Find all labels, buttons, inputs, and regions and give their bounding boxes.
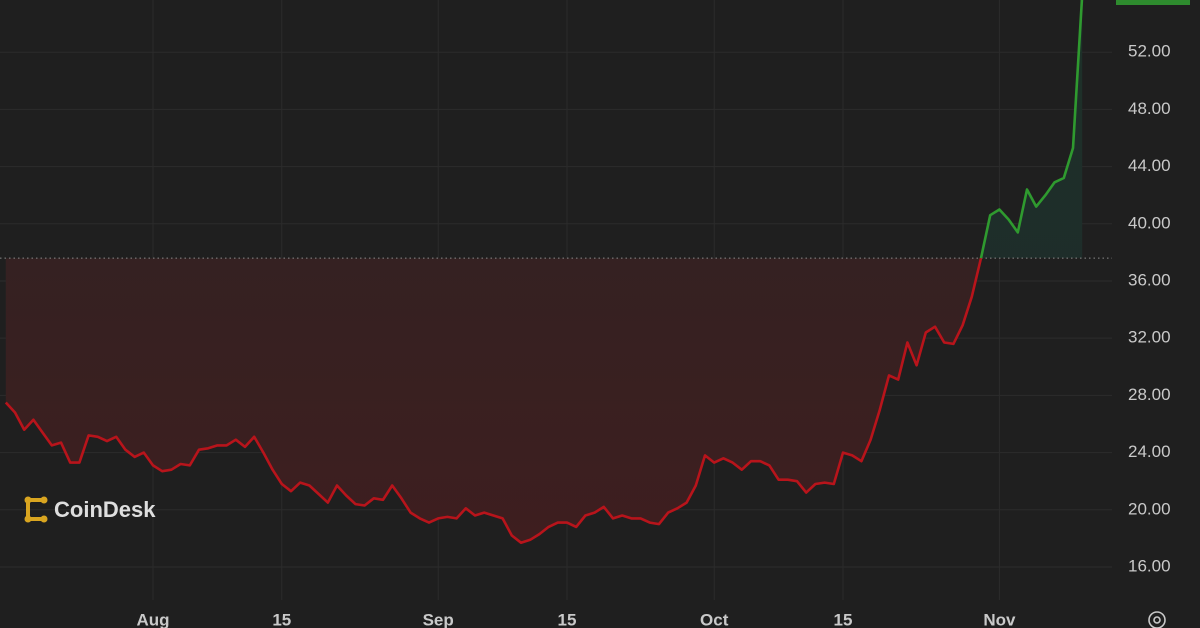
y-tick-label: 28.00: [1128, 385, 1171, 404]
x-tick-label: 15: [272, 610, 291, 628]
x-tick-label: 15: [834, 610, 853, 628]
x-tick-label: Sep: [423, 610, 454, 628]
logo: CoinDesk: [24, 496, 156, 523]
price-line-down: [4, 258, 983, 544]
x-tick-label: Oct: [700, 610, 729, 628]
y-tick-label: 32.00: [1128, 328, 1171, 347]
area-below: [5, 258, 1083, 543]
x-tick-label: 15: [558, 610, 577, 628]
y-tick-label: 40.00: [1128, 213, 1171, 232]
y-tick-label: 36.00: [1128, 270, 1171, 289]
area-above: [980, 0, 1083, 259]
settings-icon[interactable]: [1148, 611, 1166, 628]
y-tick-label: 16.00: [1128, 556, 1171, 575]
x-tick-label: Aug: [136, 610, 169, 628]
y-tick-label: 52.00: [1128, 42, 1171, 61]
last-price-tag: [1116, 0, 1190, 5]
y-tick-label: 44.00: [1128, 156, 1171, 175]
brand-name: CoinDesk: [54, 497, 156, 522]
y-tick-label: 48.00: [1128, 99, 1171, 118]
y-tick-label: 20.00: [1128, 499, 1171, 518]
x-tick-label: Nov: [983, 610, 1016, 628]
y-tick-label: 24.00: [1128, 442, 1171, 461]
